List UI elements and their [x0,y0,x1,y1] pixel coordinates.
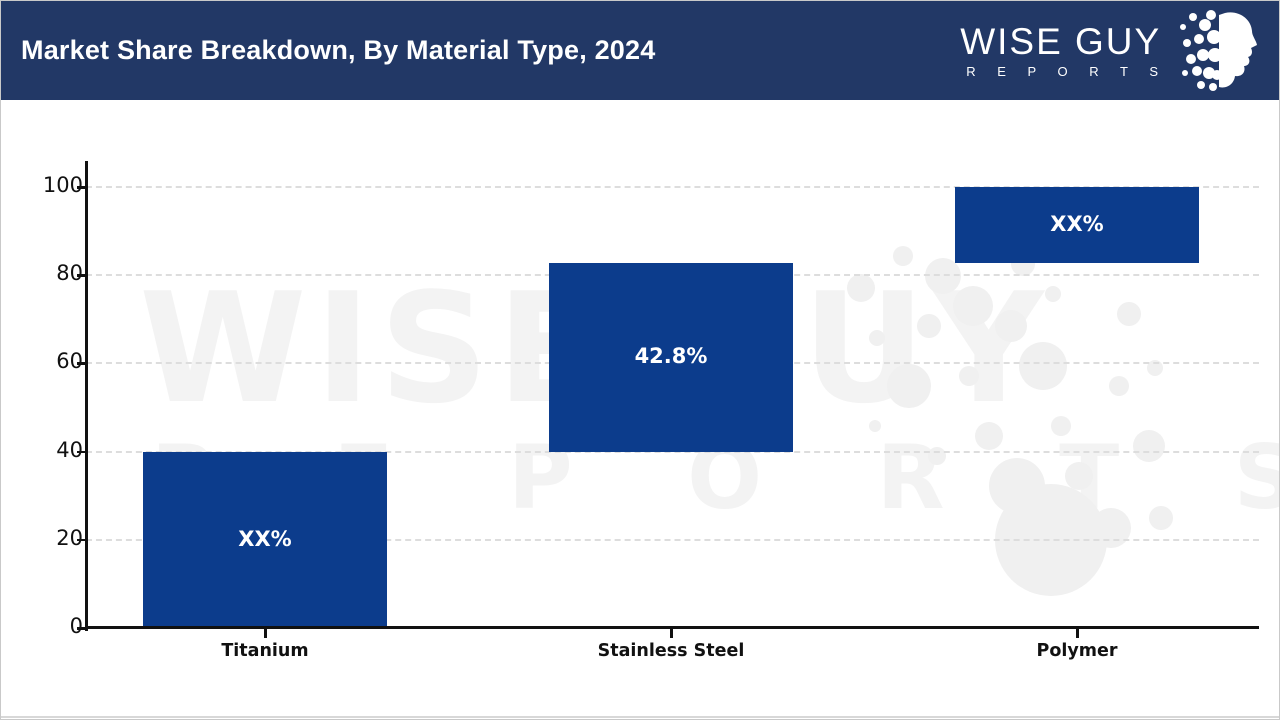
header-band: Market Share Breakdown, By Material Type… [1,1,1279,100]
wise-guy-reports-logo: WISE GUY R E P O R T S [960,7,1263,95]
y-axis-tick [77,450,86,454]
chart-plot-area: 0 20 40 60 80 100 XX% Titanium 42.8% Stainless St… [1,100,1279,717]
y-tick-label: 20 [56,525,83,550]
y-axis-tick [77,362,86,365]
bar-value-label: XX% [1050,211,1104,236]
x-axis-tick [1076,629,1079,638]
bar-titanium [143,451,387,628]
y-tick-label: 0 [69,614,83,638]
y-tick-label: 100 [42,173,83,197]
y-axis-tick [77,538,86,542]
y-tick-label: 80 [56,261,83,286]
bottom-divider [1,716,1279,718]
bar-stainless-steel [549,262,793,452]
logo-wordmark: WISE GUY [960,20,1162,62]
gridline [86,450,1259,453]
y-axis-tick [77,186,86,189]
x-axis-line [85,626,1259,629]
x-category-label: Polymer [1036,641,1118,661]
x-axis-tick [264,629,267,638]
page-title: Market Share Breakdown, By Material Type… [21,35,656,65]
bar-polymer [955,187,1199,263]
logo-subtitle: R E P O R T S [966,63,1167,79]
x-axis-tick [670,629,673,638]
logo-face-icon [1180,9,1257,91]
y-axis-line [85,161,88,631]
y-axis-tick [77,274,86,277]
logo-text: WISE GUY R E P O R T S [960,23,1167,79]
x-category-label: Titanium [221,641,309,661]
y-tick-label: 40 [56,437,83,462]
x-category-label: Stainless Steel [597,641,745,661]
y-tick-label: 60 [56,349,83,374]
bar-value-label: 42.8% [634,344,708,369]
gridline [86,538,1259,541]
watermark-face-dots [847,238,1173,596]
y-axis-tick [77,627,86,630]
bar-value-label: XX% [238,526,292,551]
gridline [86,186,1259,188]
